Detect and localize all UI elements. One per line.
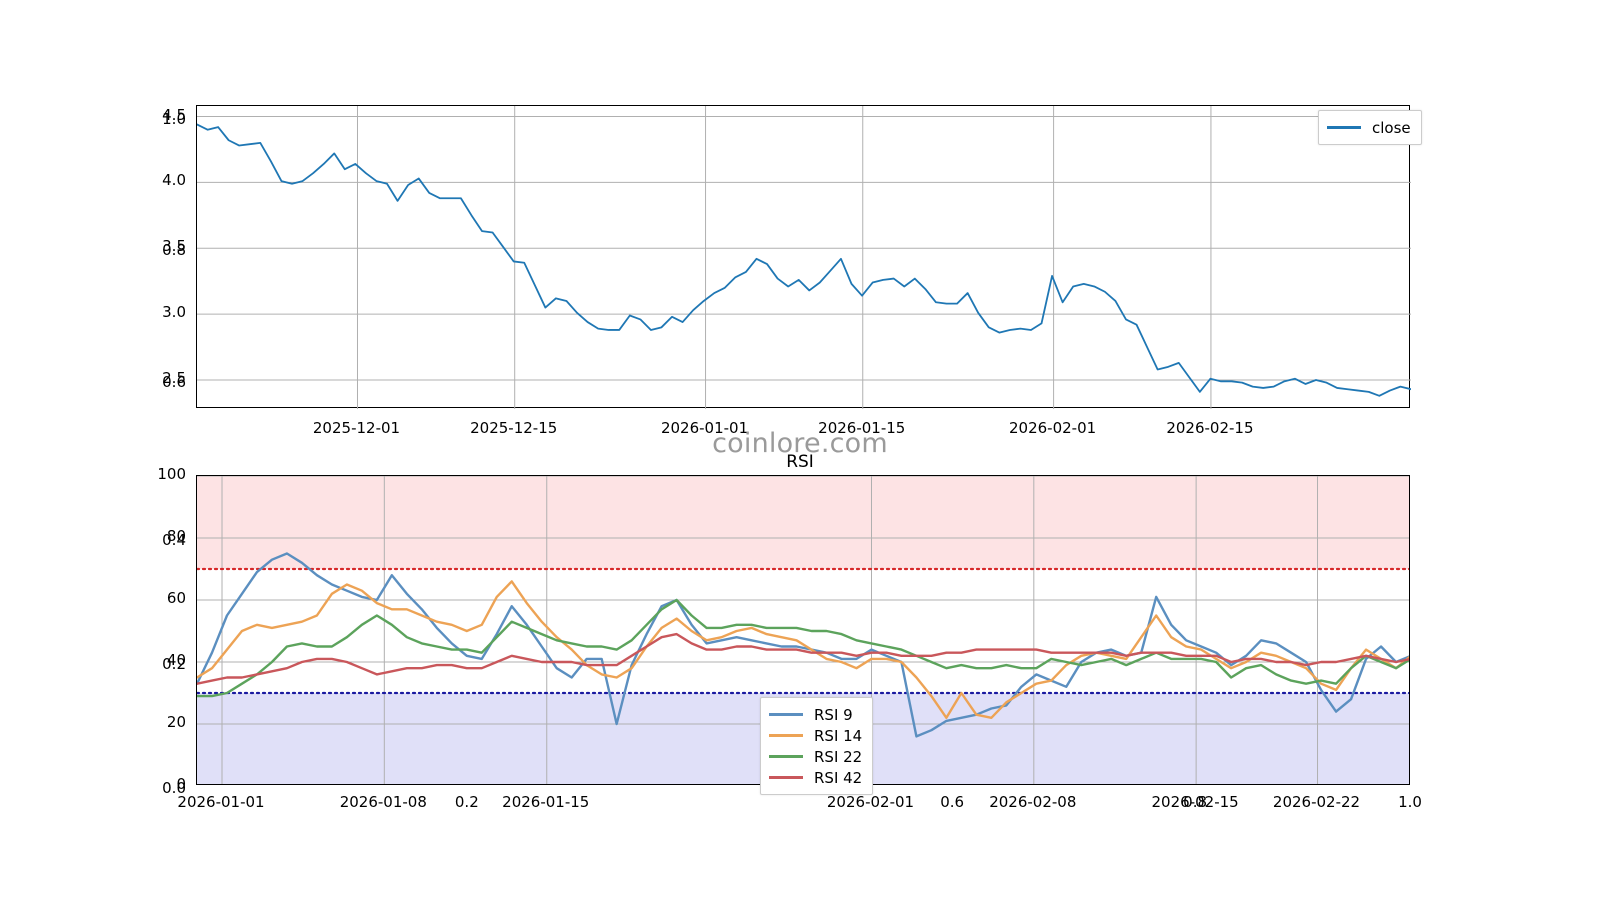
rsi-y-tick: 60 [166,589,186,607]
price-x-tick: 2026-02-15 [1166,419,1254,437]
legend-item[interactable]: RSI 9 [769,704,862,725]
price-secondary-y-tick: 0.8 [162,241,186,260]
price-x-tick: 2025-12-01 [312,419,401,437]
legend-line-swatch-icon [1327,126,1361,129]
price-gridlines [197,106,1411,409]
rsi-x-tick: 2026-01-08 [339,793,427,811]
rsi-y-tick: 40 [166,651,186,669]
rsi-y-tick: 100 [157,465,186,483]
price-secondary-y-tick: 0.6 [162,373,186,392]
rsi-secondary-x-tick: 1.0 [1398,793,1422,811]
legend-item[interactable]: RSI 14 [769,725,862,746]
rsi-x-tick: 2026-02-01 [826,793,915,811]
price-y-tick: 4.5 [162,105,186,124]
price-series-lines [197,123,1411,397]
price-x-tick: 2026-01-15 [818,419,906,437]
rsi-overbought-band [197,476,1409,569]
rsi-x-tick: 2026-01-01 [177,793,265,811]
rsi-x-tick: 2026-01-15 [502,793,590,811]
price-y-tick: 2.5 [162,369,186,388]
price-x-tick: 2026-02-01 [1009,419,1097,437]
price-x-tick: 2026-01-01 [660,419,749,437]
legend-label: RSI 22 [814,747,863,766]
rsi-y-tick: 80 [166,527,186,545]
legend-item[interactable]: RSI 22 [769,746,862,767]
legend-label: RSI 9 [814,705,853,724]
rsi-legend: RSI 9 RSI 14 RSI 22 RSI 42 [760,697,874,795]
rsi-x-tick: 2026-02-22 [1272,793,1361,811]
legend-line-swatch-icon [769,713,803,716]
price-legend: close [1318,110,1422,145]
price-y-tick: 4.0 [162,171,186,190]
price-y-tick: 3.0 [162,303,186,322]
rsi-secondary-y-tick: 0.4 [162,531,186,549]
rsi-secondary-x-tick: 0.6 [940,793,965,811]
rsi-chart-title: RSI [786,452,814,472]
rsi-y-tick: 0 [176,775,186,793]
legend-line-swatch-icon [769,734,803,737]
legend-label: close [1372,118,1411,137]
price-x-tick: 2025-12-15 [470,419,558,437]
rsi-x-tick: 2026-02-08 [989,793,1077,811]
legend-label: RSI 14 [814,726,863,745]
price-y-tick: 3.5 [162,237,186,256]
legend-line-swatch-icon [769,776,803,779]
legend-line-swatch-icon [769,755,803,758]
legend-item[interactable]: RSI 42 [769,767,862,788]
rsi-y-tick: 20 [166,713,186,731]
legend-item[interactable]: close [1327,117,1411,138]
legend-label: RSI 42 [814,768,863,787]
price-chart-panel [196,105,1411,409]
rsi-threshold-lines [197,567,1409,695]
price-plot-svg [197,106,1411,409]
rsi-secondary-y-tick: 0.0 [162,779,186,797]
rsi-x-tick: 2026-02-15 [1151,793,1239,811]
rsi-secondary-y-tick: 0.2 [162,655,186,673]
rsi-plot-svg [197,476,1409,784]
rsi-secondary-x-tick: 0.2 [454,793,479,811]
rsi-series-lines [197,552,1409,738]
rsi-secondary-x-tick: 0.8 [1183,793,1208,811]
price-secondary-y-tick: 1.0 [162,109,186,128]
